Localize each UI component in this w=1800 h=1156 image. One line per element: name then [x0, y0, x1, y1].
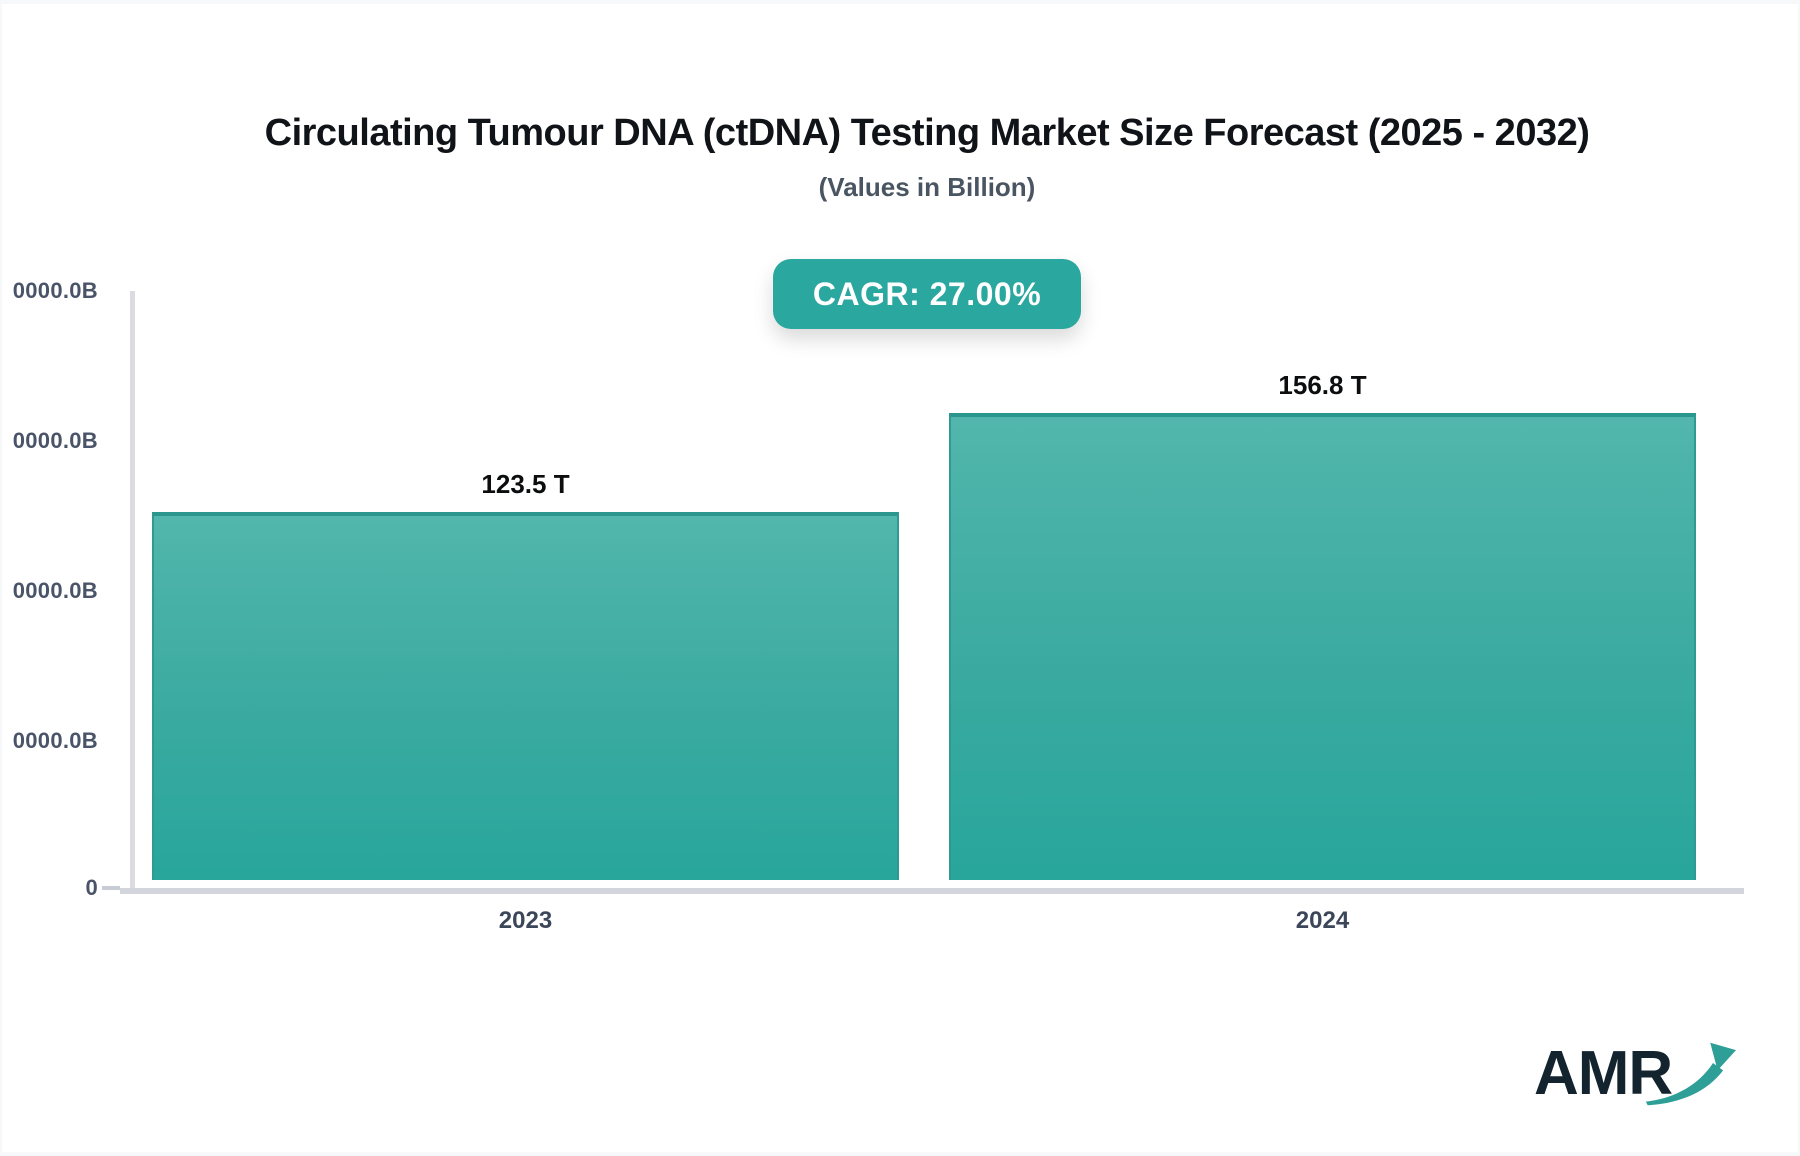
- bar-group-2023: 123.5 T: [152, 469, 899, 880]
- bar-value-label: 123.5 T: [481, 469, 570, 499]
- cagr-badge-row: CAGR: 27.00%: [52, 259, 1800, 329]
- growth-arrow-icon: [1644, 1040, 1736, 1113]
- y-axis-zero-label: 0: [85, 875, 98, 900]
- x-axis-label-2023: 2023: [498, 907, 553, 934]
- y-axis-tick-label: 0000.0B: [12, 428, 98, 453]
- y-axis-tick-label: 0000.0B: [12, 278, 98, 303]
- bar-2024[interactable]: [949, 413, 1696, 880]
- cagr-badge: CAGR: 27.00%: [772, 259, 1082, 329]
- bar-value-label: 156.8 T: [1278, 370, 1367, 400]
- y-axis-line: [130, 291, 135, 888]
- y-axis-zero-tick: [102, 886, 120, 890]
- chart-subtitle: (Values in Billion): [818, 172, 1036, 202]
- x-axis-line: [120, 888, 1744, 894]
- bar-group-2024: 156.8 T: [949, 370, 1696, 880]
- y-axis-tick-label: 0000.0B: [12, 578, 98, 603]
- chart-title: Circulating Tumour DNA (ctDNA) Testing M…: [264, 112, 1590, 154]
- amr-logo-text: AMR: [1534, 1039, 1673, 1108]
- bar-2023[interactable]: [152, 512, 899, 880]
- y-axis-tick-label: 0000.0B: [12, 728, 98, 753]
- amr-logo: AMR: [1534, 1038, 1736, 1118]
- x-axis-label-2024: 2024: [1295, 907, 1350, 934]
